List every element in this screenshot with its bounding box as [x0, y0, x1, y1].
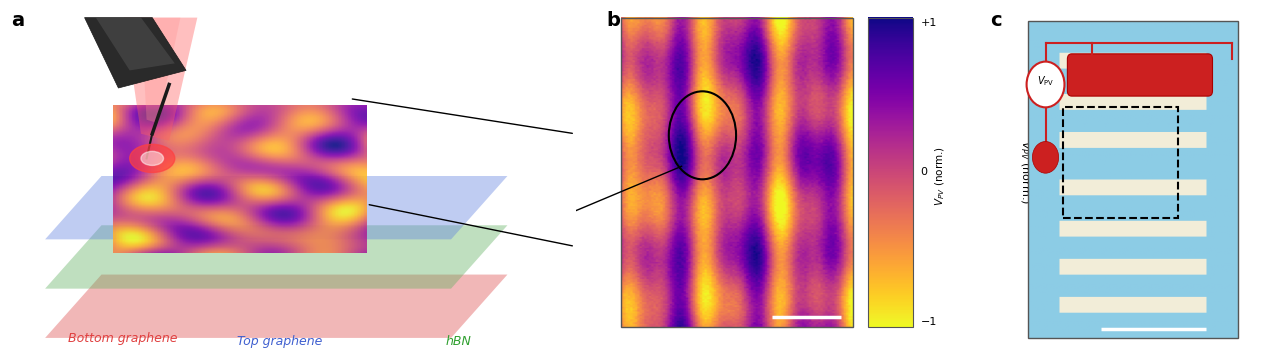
Bar — [1028, 21, 1238, 338]
Circle shape — [1033, 142, 1059, 173]
Text: b: b — [607, 11, 621, 30]
Text: $V_{PV}$ (norm.): $V_{PV}$ (norm.) — [1019, 140, 1031, 205]
Text: $V_{PV}$ (norm.): $V_{PV}$ (norm.) — [934, 146, 948, 206]
Polygon shape — [46, 225, 507, 289]
Bar — [1063, 107, 1178, 218]
Circle shape — [1026, 62, 1064, 107]
Polygon shape — [85, 18, 186, 88]
FancyBboxPatch shape — [1067, 54, 1213, 96]
Bar — [868, 18, 912, 327]
Text: 0: 0 — [920, 168, 927, 177]
Polygon shape — [124, 18, 198, 141]
Text: a: a — [11, 11, 24, 30]
Polygon shape — [46, 275, 507, 338]
Text: hBN: hBN — [446, 335, 471, 348]
Text: +1: +1 — [920, 18, 936, 27]
Text: c: c — [991, 11, 1002, 30]
Text: Bottom graphene: Bottom graphene — [67, 332, 177, 345]
Text: $V_{\rm PV}$: $V_{\rm PV}$ — [1036, 74, 1054, 88]
Text: −1: −1 — [920, 318, 936, 327]
Text: Top graphene: Top graphene — [237, 335, 322, 348]
Circle shape — [129, 144, 175, 172]
Bar — [621, 18, 853, 327]
Circle shape — [141, 151, 163, 165]
Polygon shape — [96, 18, 175, 70]
Polygon shape — [46, 176, 507, 239]
Polygon shape — [141, 18, 180, 123]
